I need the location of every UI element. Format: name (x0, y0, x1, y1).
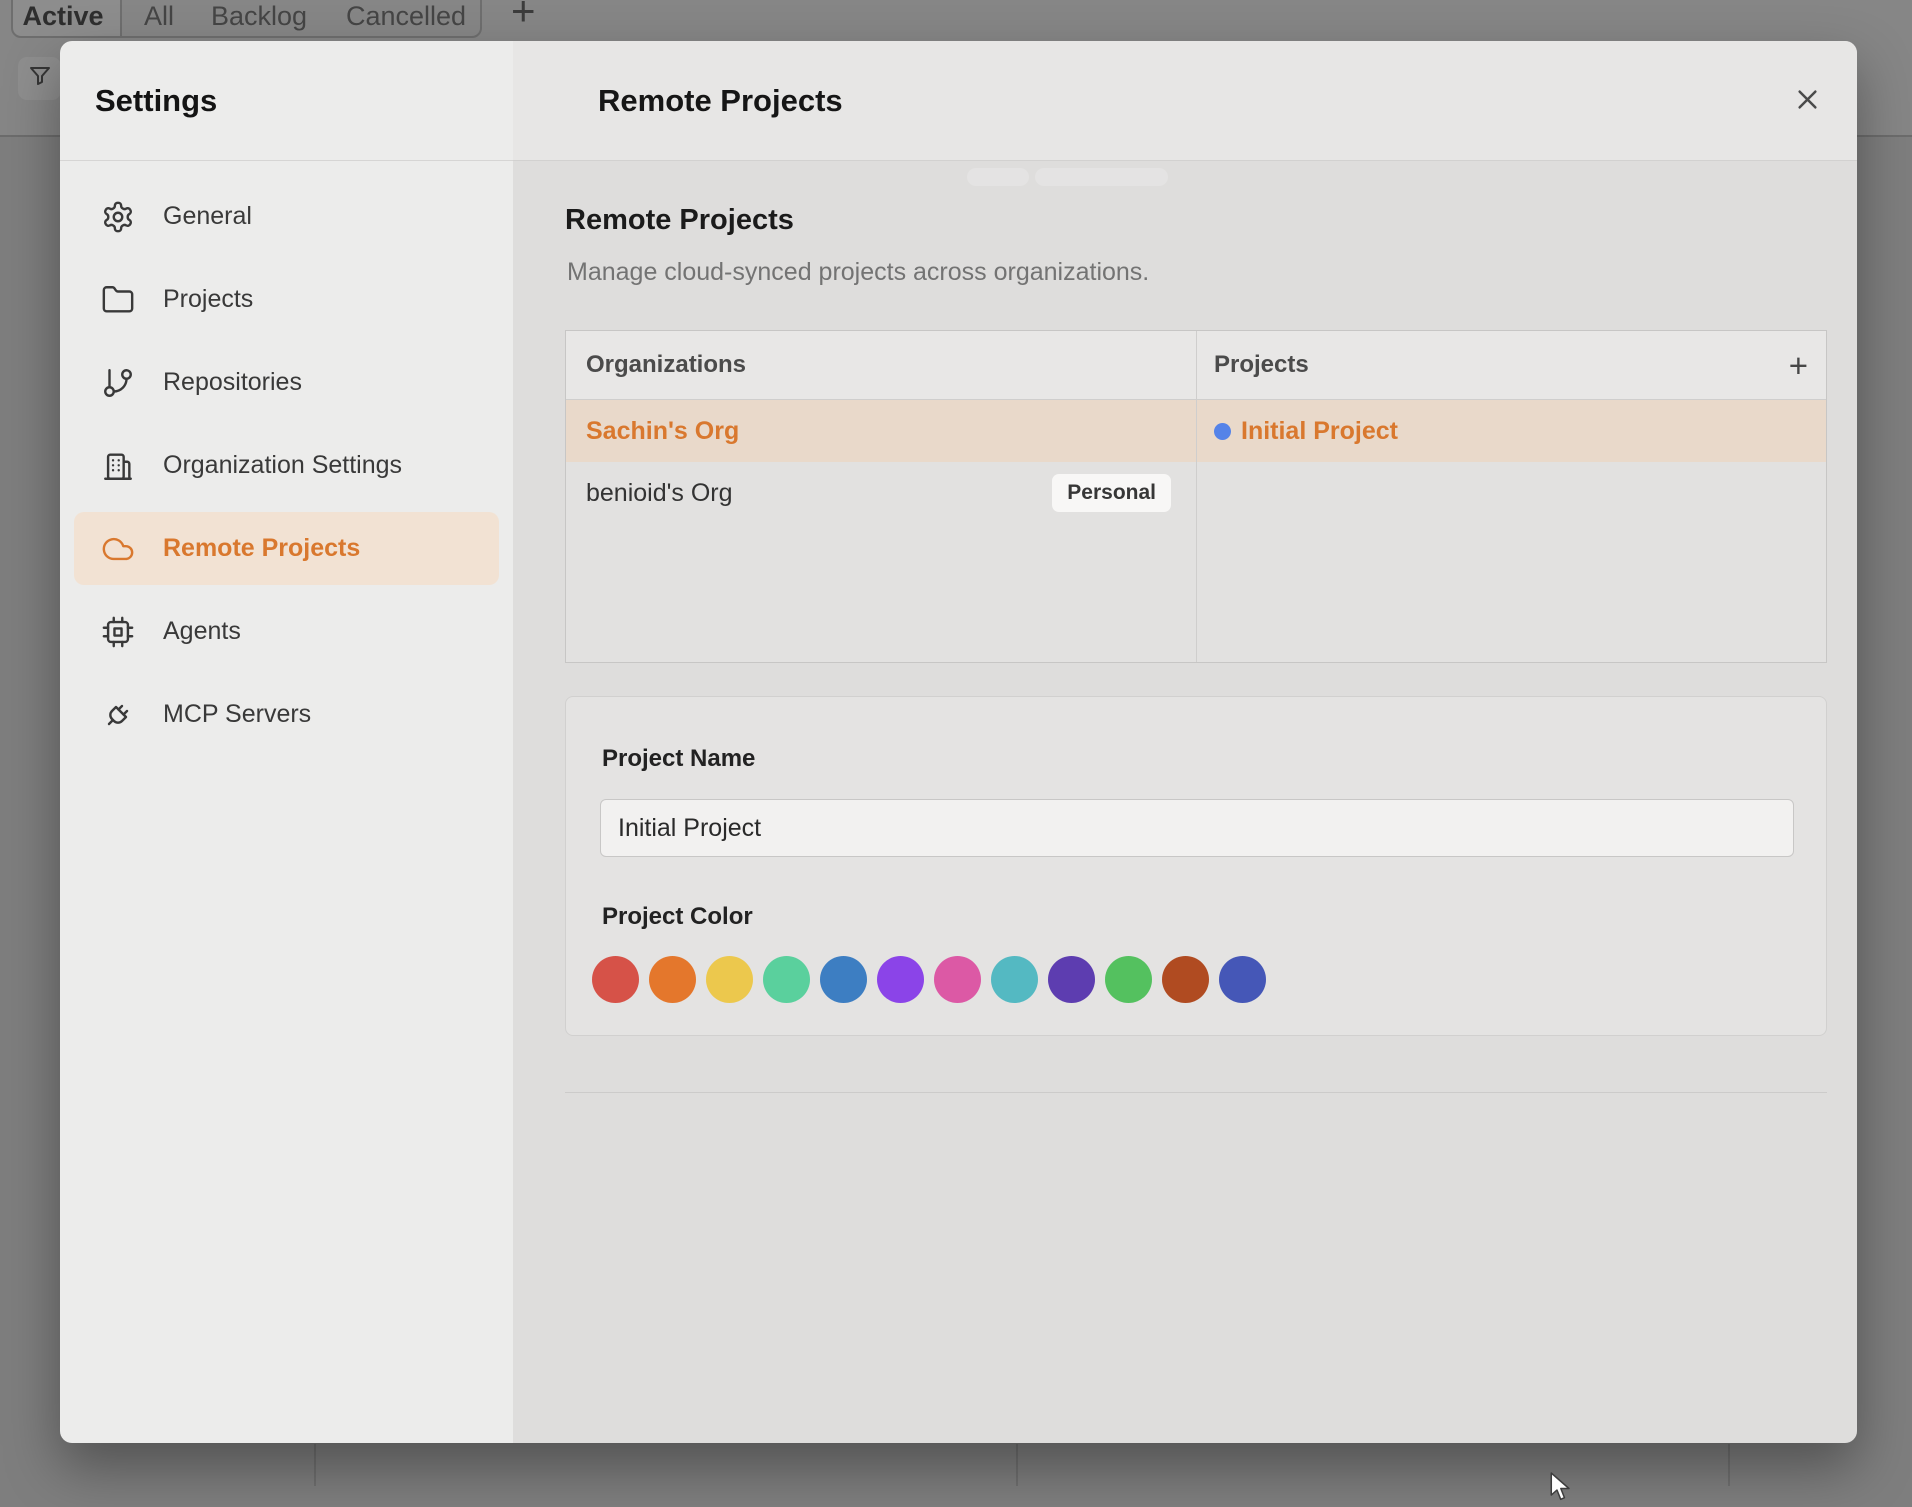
sidebar-item-label: Remote Projects (163, 534, 361, 562)
settings-sidebar: Settings General Projects (60, 41, 513, 1443)
board-column-divider (1728, 1444, 1730, 1486)
close-icon (1794, 86, 1821, 116)
sidebar-item-general[interactable]: General (74, 180, 499, 253)
sidebar-item-agents[interactable]: Agents (74, 595, 499, 668)
color-swatch[interactable] (763, 956, 810, 1003)
panel-content: Remote Projects Manage cloud-synced proj… (513, 161, 1857, 1443)
mouse-cursor (1549, 1472, 1575, 1507)
board-column-divider (314, 1444, 316, 1486)
organization-row-benioids-org[interactable]: benioid's Org Personal (566, 462, 1196, 524)
sidebar-item-label: Projects (163, 285, 254, 313)
color-swatch[interactable] (1105, 956, 1152, 1003)
color-swatch[interactable] (934, 956, 981, 1003)
personal-badge: Personal (1052, 474, 1171, 512)
color-swatch[interactable] (1048, 956, 1095, 1003)
tab-active[interactable]: Active (22, 1, 104, 31)
project-row-initial-project[interactable]: Initial Project (1197, 400, 1826, 462)
color-swatch[interactable] (1162, 956, 1209, 1003)
settings-panel: Remote Projects Remote Projects Manage c… (513, 41, 1857, 1443)
projects-column: Projects + Initial Project (1197, 331, 1826, 662)
sidebar-item-remote-projects[interactable]: Remote Projects (74, 512, 499, 585)
sidebar-item-label: Agents (163, 617, 241, 645)
organizations-header: Organizations (566, 331, 1196, 400)
sidebar-item-repositories[interactable]: Repositories (74, 346, 499, 419)
panel-title: Remote Projects (598, 82, 843, 118)
color-swatch[interactable] (706, 956, 753, 1003)
filter-button[interactable] (18, 57, 61, 100)
cloud-icon (100, 531, 136, 567)
settings-sidebar-header: Settings (60, 41, 513, 161)
board-column-divider (1016, 1444, 1018, 1486)
gear-icon (100, 199, 136, 235)
sidebar-item-projects[interactable]: Projects (74, 263, 499, 336)
settings-title: Settings (95, 82, 218, 118)
section-divider (565, 1092, 1827, 1093)
organization-name: benioid's Org (586, 478, 733, 507)
organizations-projects-table: Organizations Sachin's Org benioid's Org… (565, 330, 1827, 663)
project-name-label: Project Name (602, 745, 756, 772)
section-subtitle: Manage cloud-synced projects across orga… (567, 258, 1150, 286)
section-heading: Remote Projects (565, 204, 794, 236)
organization-row-sachins-org[interactable]: Sachin's Org (566, 400, 1196, 462)
color-swatch[interactable] (820, 956, 867, 1003)
add-view-button[interactable]: + (511, 0, 536, 34)
project-name: Initial Project (1241, 416, 1398, 445)
color-swatch[interactable] (649, 956, 696, 1003)
settings-nav: General Projects Repositories (60, 161, 513, 761)
organizations-column: Organizations Sachin's Org benioid's Org… (566, 331, 1196, 662)
organization-name: Sachin's Org (586, 416, 740, 445)
filter-funnel-icon (28, 64, 52, 93)
sidebar-item-label: Organization Settings (163, 451, 403, 479)
view-tab-group: Active All Backlog Cancelled (11, 0, 482, 38)
backdrop-ghost (1035, 168, 1168, 186)
settings-modal: Settings General Projects (60, 41, 1857, 1443)
sidebar-item-organization-settings[interactable]: Organization Settings (74, 429, 499, 502)
panel-header: Remote Projects (513, 41, 1857, 161)
tab-all[interactable]: All (143, 1, 175, 31)
project-color-label: Project Color (602, 903, 753, 930)
sidebar-item-label: MCP Servers (163, 700, 312, 728)
sidebar-item-label: General (163, 202, 252, 230)
folder-icon (100, 282, 136, 318)
sidebar-item-mcp-servers[interactable]: MCP Servers (74, 678, 499, 751)
project-detail-card: Project Name Project Color (565, 696, 1827, 1036)
tab-active-segment (13, 0, 122, 36)
table-column-divider (1196, 331, 1197, 662)
projects-header-label: Projects (1214, 351, 1309, 378)
project-color-dot (1214, 422, 1231, 440)
close-button[interactable] (1785, 79, 1829, 123)
building-icon (100, 448, 136, 484)
project-name-input[interactable] (600, 799, 1794, 857)
projects-header: Projects + (1197, 331, 1826, 400)
plug-icon (100, 697, 136, 733)
color-swatch[interactable] (877, 956, 924, 1003)
backdrop-ghost (967, 168, 1029, 186)
color-swatch[interactable] (991, 956, 1038, 1003)
git-branch-icon (100, 365, 136, 401)
tab-backlog[interactable]: Backlog (210, 1, 308, 31)
color-swatch[interactable] (1219, 956, 1266, 1003)
color-swatch[interactable] (592, 956, 639, 1003)
sidebar-item-label: Repositories (163, 368, 302, 396)
add-project-button[interactable]: + (1788, 346, 1808, 384)
project-color-palette (592, 956, 1266, 1003)
cpu-chip-icon (100, 614, 136, 650)
tab-cancelled[interactable]: Cancelled (345, 1, 467, 31)
